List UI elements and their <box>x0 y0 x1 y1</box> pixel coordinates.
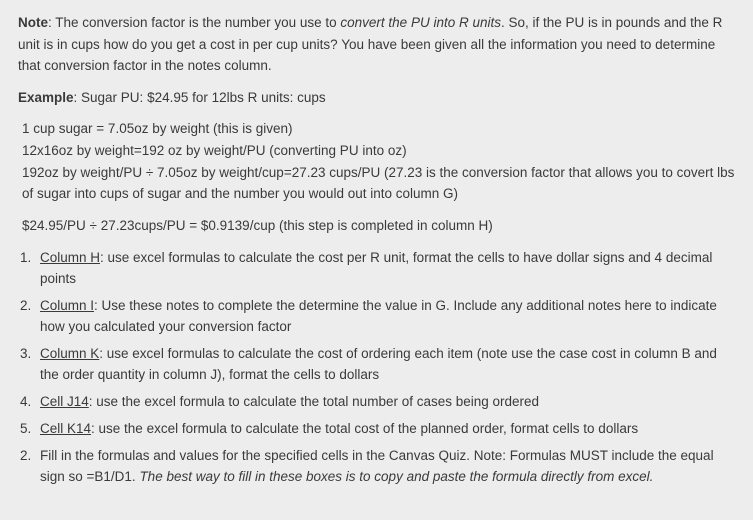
calc-line-2: 12x16oz by weight=192 oz by weight/PU (c… <box>22 140 735 162</box>
note-paragraph: Note: The conversion factor is the numbe… <box>18 12 735 77</box>
instruction-item: 1. Column H: use excel formulas to calcu… <box>40 248 735 290</box>
item-number: 5. <box>20 419 31 440</box>
outer-instruction-list: 2. Fill in the formulas and values for t… <box>18 446 735 488</box>
outer-item-number: 2. <box>20 446 31 467</box>
item-number: 3. <box>20 344 31 365</box>
instruction-list: 1. Column H: use excel formulas to calcu… <box>18 248 735 439</box>
note-text-1: : The conversion factor is the number yo… <box>48 15 340 30</box>
instruction-item: 3. Column K: use excel formulas to calcu… <box>40 344 735 386</box>
calc-line-1: 1 cup sugar = 7.05oz by weight (this is … <box>22 118 735 140</box>
instruction-text: : use the excel formula to calculate the… <box>89 394 539 409</box>
item-number: 1. <box>20 248 31 269</box>
instruction-item: 2. Column I: Use these notes to complete… <box>40 296 735 338</box>
instruction-text: : Use these notes to complete the determ… <box>40 298 717 334</box>
note-label: Note <box>18 15 48 30</box>
example-label: Example <box>18 90 74 105</box>
outer-instruction-item: 2. Fill in the formulas and values for t… <box>26 446 735 488</box>
column-label: Cell J14 <box>40 394 89 409</box>
instruction-item: 5. Cell K14: use the excel formula to ca… <box>40 419 735 440</box>
outer-instruction-italic: The best way to fill in these boxes is t… <box>139 469 653 484</box>
calc-line-3: 192oz by weight/PU ÷ 7.05oz by weight/cu… <box>22 162 735 205</box>
calculation-block: 1 cup sugar = 7.05oz by weight (this is … <box>18 118 735 204</box>
column-label: Column K <box>40 346 99 361</box>
note-italic: convert the PU into R units <box>340 15 501 30</box>
column-label: Column H <box>40 250 100 265</box>
instruction-text: : use excel formulas to calculate the co… <box>40 346 717 382</box>
final-calc-line: $24.95/PU ÷ 27.23cups/PU = $0.9139/cup (… <box>18 215 735 237</box>
instruction-text: : use the excel formula to calculate the… <box>91 421 638 436</box>
item-number: 4. <box>20 392 31 413</box>
item-number: 2. <box>20 296 31 317</box>
example-text: : Sugar PU: $24.95 for 12lbs R units: cu… <box>74 90 326 105</box>
column-label: Cell K14 <box>40 421 91 436</box>
column-label: Column I <box>40 298 94 313</box>
instruction-text: : use excel formulas to calculate the co… <box>40 250 712 286</box>
example-line: Example: Sugar PU: $24.95 for 12lbs R un… <box>18 87 735 109</box>
instruction-item: 4. Cell J14: use the excel formula to ca… <box>40 392 735 413</box>
